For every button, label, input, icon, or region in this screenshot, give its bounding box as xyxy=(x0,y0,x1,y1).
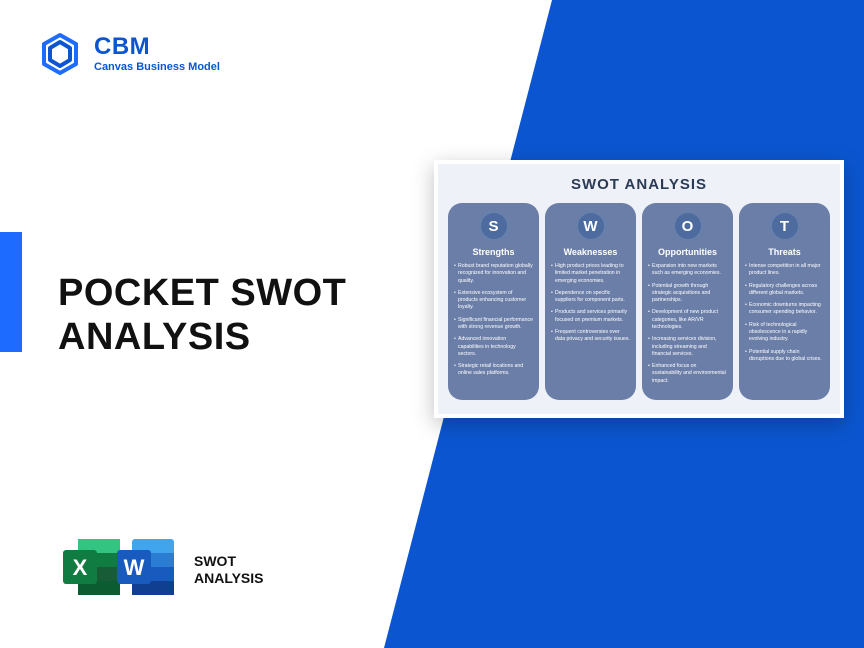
swot-item: Increasing services division, including … xyxy=(648,336,727,358)
file-type-label: SWOT ANALYSIS xyxy=(194,553,264,587)
swot-item: Expansion into new markets such as emerg… xyxy=(648,263,727,278)
swot-item: Potential growth through strategic acqui… xyxy=(648,283,727,305)
swot-item: Extensive ecosystem of products enhancin… xyxy=(454,290,533,312)
swot-item: Economic downturns impacting consumer sp… xyxy=(745,302,824,317)
svg-text:X: X xyxy=(73,555,88,580)
swot-items: Expansion into new markets such as emerg… xyxy=(648,263,727,390)
brand-name: CBM xyxy=(94,35,220,59)
swot-column-o: O Opportunities Expansion into new markets… xyxy=(642,203,733,400)
swot-column-s: S Strengths Robust brand reputation global… xyxy=(448,203,539,400)
file-type-icons: X W SWOT ANALYSIS xyxy=(58,533,264,606)
swot-item: Dependence on specific suppliers for com… xyxy=(551,290,630,305)
headline-line1: POCKET SWOT xyxy=(58,272,346,314)
swot-column-w: W Weaknesses High product prices leading t… xyxy=(545,203,636,400)
swot-item: Advanced innovation capabilities in tech… xyxy=(454,336,533,358)
file-label-line2: ANALYSIS xyxy=(194,570,264,586)
swot-item: Intense competition in all major product… xyxy=(745,263,824,278)
logo-hex-icon xyxy=(38,32,82,76)
swot-column-t: T Threats Intense competition in all major… xyxy=(739,203,830,400)
swot-item: Frequent controversies over data privacy… xyxy=(551,329,630,344)
swot-items: Robust brand reputation globally recogni… xyxy=(454,263,533,383)
swot-items: High product prices leading to limited m… xyxy=(551,263,630,349)
swot-item: Risk of technological obsolescence in a … xyxy=(745,322,824,344)
swot-item: Significant financial performance with s… xyxy=(454,317,533,332)
word-icon: W xyxy=(112,533,180,606)
swot-letter: S xyxy=(479,211,509,241)
swot-item: Strategic retail locations and online sa… xyxy=(454,363,533,378)
swot-item: Robust brand reputation globally recogni… xyxy=(454,263,533,285)
svg-text:W: W xyxy=(124,555,145,580)
swot-item: Products and services primarily focused … xyxy=(551,309,630,324)
left-accent-bar xyxy=(0,232,22,352)
swot-heading: Opportunities xyxy=(658,247,717,257)
swot-item: Potential supply chain disruptions due t… xyxy=(745,349,824,364)
swot-heading: Threats xyxy=(768,247,801,257)
swot-preview-card: SWOT ANALYSIS S Strengths Robust brand rep… xyxy=(434,160,844,418)
swot-grid: S Strengths Robust brand reputation global… xyxy=(448,203,830,400)
swot-item: Regulatory challenges across different g… xyxy=(745,283,824,298)
swot-item: Enhanced focus on sustainability and env… xyxy=(648,363,727,385)
swot-card-title: SWOT ANALYSIS xyxy=(448,176,830,193)
brand-tagline: Canvas Business Model xyxy=(94,61,220,73)
brand-logo: CBM Canvas Business Model xyxy=(38,32,220,76)
page-title: POCKET SWOT ANALYSIS xyxy=(58,272,346,359)
swot-letter: O xyxy=(673,211,703,241)
swot-letter: T xyxy=(770,211,800,241)
swot-item: High product prices leading to limited m… xyxy=(551,263,630,285)
swot-letter: W xyxy=(576,211,606,241)
swot-heading: Weaknesses xyxy=(564,247,618,257)
swot-items: Intense competition in all major product… xyxy=(745,263,824,368)
swot-item: Development of new product categories, l… xyxy=(648,309,727,331)
file-label-line1: SWOT xyxy=(194,553,236,569)
headline-line2: ANALYSIS xyxy=(58,316,251,358)
swot-heading: Strengths xyxy=(472,247,514,257)
